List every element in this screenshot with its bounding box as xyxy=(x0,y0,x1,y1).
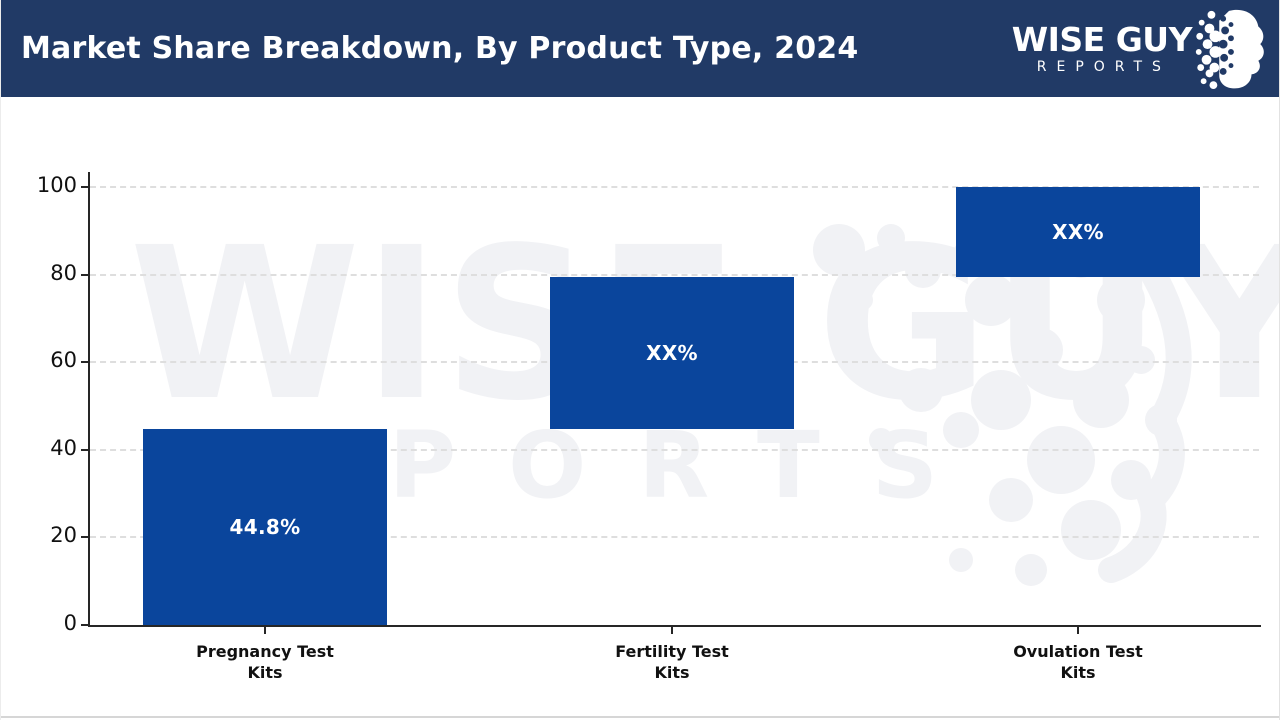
bottom-border-line xyxy=(1,716,1279,718)
bar-value-label: XX% xyxy=(646,340,698,365)
gridline xyxy=(90,273,1259,276)
y-tick-label: 20 xyxy=(50,523,77,548)
x-tick-mark xyxy=(264,627,266,634)
y-tick-mark xyxy=(81,448,88,451)
chart-title: Market Share Breakdown, By Product Type,… xyxy=(21,31,859,66)
y-tick-label: 100 xyxy=(36,173,77,197)
y-tick-mark xyxy=(81,273,88,276)
gridline xyxy=(90,536,1259,539)
logo-wordmark: WISE GUY REPORTS xyxy=(1011,20,1193,75)
gridline xyxy=(90,448,1259,451)
header-bar: Market Share Breakdown, By Product Type,… xyxy=(1,0,1279,97)
x-category-label: Ovulation Test Kits xyxy=(1013,642,1143,682)
x-category-label: Pregnancy Test Kits xyxy=(196,642,334,682)
y-tick-mark xyxy=(81,186,88,188)
y-tick-label: 0 xyxy=(63,611,77,635)
gridline xyxy=(90,186,1259,188)
wise-guy-logo: WISE GUY REPORTS xyxy=(1012,7,1267,91)
logo-wordmark-sub: REPORTS xyxy=(1036,59,1171,75)
y-tick-mark xyxy=(81,624,88,626)
watermark-head-dots xyxy=(813,224,1192,586)
logo-head-icon xyxy=(1195,9,1264,89)
x-category-label: Fertility Test Kits xyxy=(615,642,729,682)
bar-value-label: 44.8% xyxy=(229,514,301,539)
bar-segment: XX% xyxy=(956,187,1200,277)
y-tick-mark xyxy=(81,536,88,539)
logo-wordmark-main: WISE GUY xyxy=(1011,20,1193,59)
bar-value-label: XX% xyxy=(1052,219,1104,244)
x-axis-line xyxy=(88,625,1261,627)
x-tick-mark xyxy=(671,627,673,634)
x-tick-mark xyxy=(1077,627,1079,634)
y-tick-label: 40 xyxy=(50,435,77,460)
y-tick-label: 60 xyxy=(50,348,77,373)
y-axis-line xyxy=(88,172,90,627)
y-tick-mark xyxy=(81,361,88,364)
bar-segment: 44.8% xyxy=(143,428,387,625)
y-tick-label: 80 xyxy=(50,260,77,285)
bar-segment: XX% xyxy=(550,276,794,429)
